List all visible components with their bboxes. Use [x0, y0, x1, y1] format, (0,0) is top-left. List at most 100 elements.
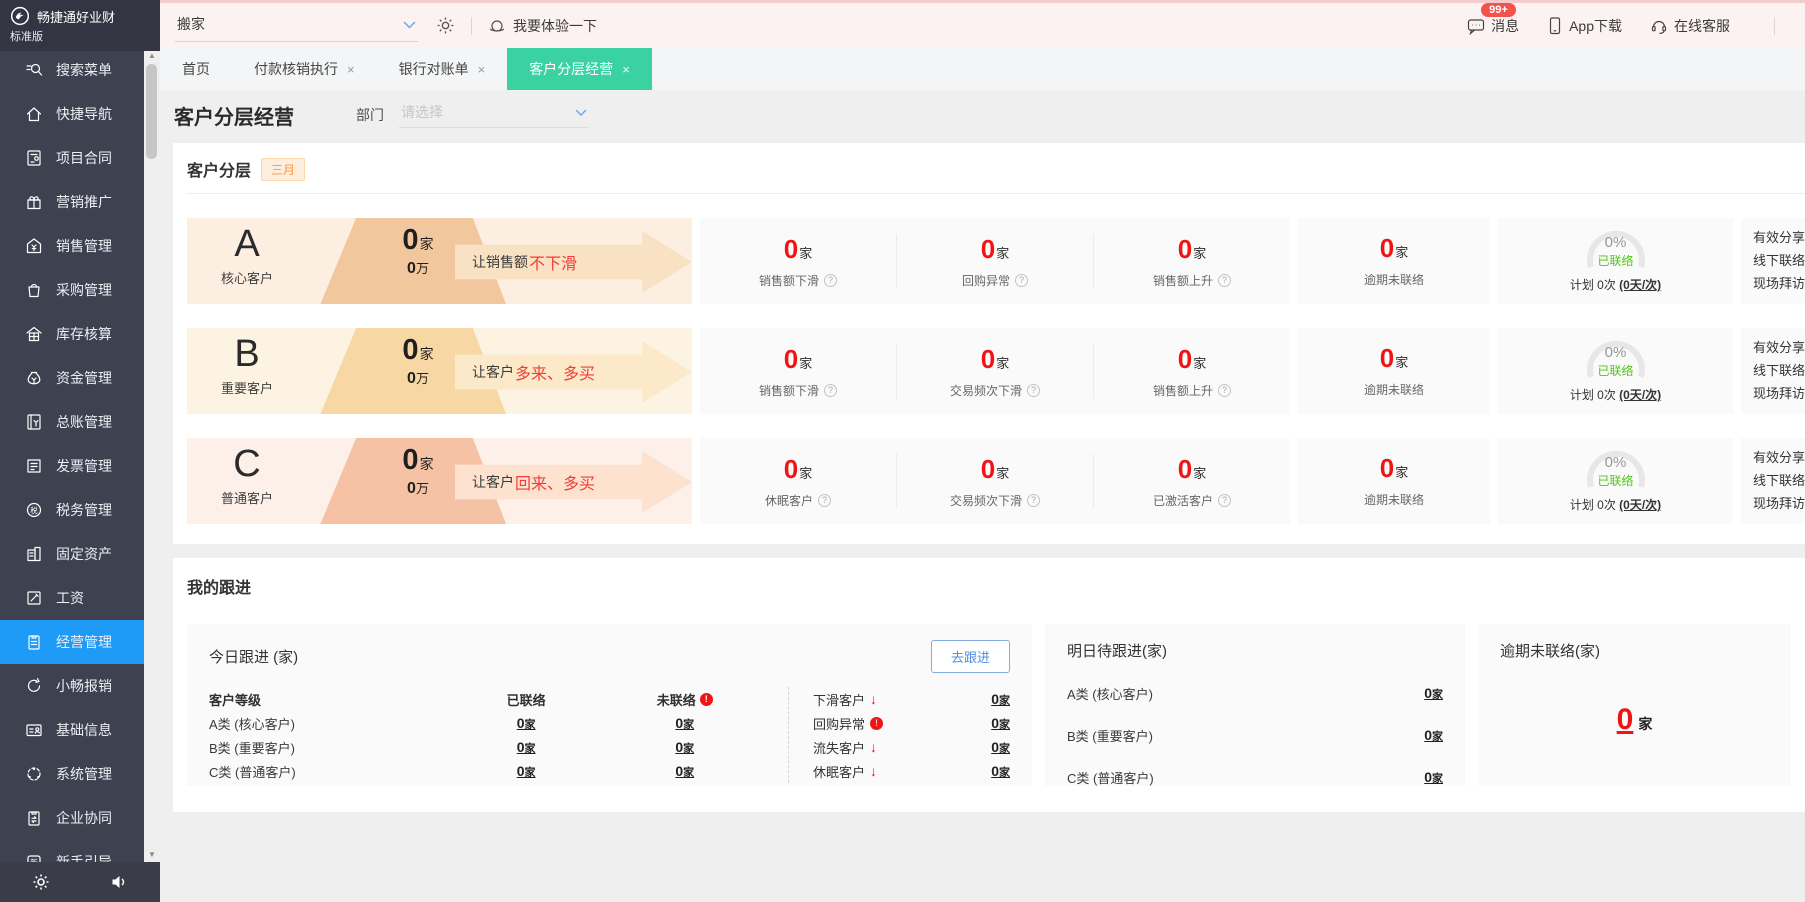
stat-item[interactable]: 0家 回购异常 — [896, 233, 1093, 289]
message-icon — [1467, 17, 1485, 35]
overdue-block[interactable]: 0家 逾期未联络 — [1298, 328, 1490, 414]
sidebar-item-search-menu[interactable]: 搜索菜单 — [0, 48, 144, 92]
stat-item[interactable]: 0家 销售额下滑 — [700, 234, 896, 289]
tax-icon: 税 — [25, 501, 43, 519]
help-icon[interactable] — [1027, 383, 1040, 397]
segment-letter: C — [233, 443, 261, 485]
help-icon[interactable] — [1015, 273, 1028, 287]
alert-list: 下滑客户↓0家 回购异常0家 流失客户↓0家 休眠客户↓0家 — [813, 687, 1010, 783]
uncontacted-value[interactable]: 0家 — [675, 738, 695, 755]
contacted-value[interactable]: 0家 — [516, 738, 536, 755]
sidebar-item-newbie-guide[interactable]: 新新手引导 — [0, 840, 144, 862]
overdue-block[interactable]: 0家 逾期未联络 — [1298, 218, 1490, 304]
app-download-button[interactable]: App下载 — [1547, 16, 1622, 36]
list-item: 回购异常0家 — [813, 712, 1010, 734]
chevron-down-icon — [575, 109, 587, 116]
followup-title: 我的跟进 — [187, 580, 252, 597]
sidebar-item-fixed-assets[interactable]: 固定资产 — [0, 532, 144, 576]
svg-text:税: 税 — [30, 505, 38, 515]
tomorrow-value[interactable]: 0家 — [1424, 727, 1443, 743]
share-lines: 有效分享 ( 线下联络 ( 现场拜访 ( — [1741, 218, 1805, 304]
sidebar-item-marketing[interactable]: 营销推广 — [0, 180, 144, 224]
planet-icon — [488, 17, 506, 35]
home-icon — [25, 105, 43, 123]
sidebar-item-enterprise-collab[interactable]: 企业协同 — [0, 796, 144, 840]
sidebar-scrollbar[interactable] — [144, 48, 160, 862]
go-follow-button[interactable]: 去跟进 — [930, 640, 1010, 673]
sidebar-item-purchase-mgmt[interactable]: 采购管理 — [0, 268, 144, 312]
gauge-plan: 计划 0次 (0天/次) — [1569, 388, 1662, 402]
funnel-block: A 核心客户 0家 0万 让销售额 不下滑 — [187, 218, 692, 304]
list-item: A类 (核心客户) 0家 — [1067, 685, 1443, 702]
sidebar-item-project-contract[interactable]: 项目合同 — [0, 136, 144, 180]
list-item: 休眠客户 ↓ 0家 — [813, 762, 1010, 780]
overdue-block[interactable]: 0家 逾期未联络 — [1298, 438, 1490, 524]
sidebar-item-tax-mgmt[interactable]: 税税务管理 — [0, 488, 144, 532]
close-icon[interactable]: × — [622, 61, 630, 77]
stat-item[interactable]: 0家 已激活客户 — [1093, 453, 1290, 509]
volume-icon[interactable] — [110, 873, 128, 891]
scrollbar-thumb[interactable] — [146, 64, 157, 159]
sidebar-item-general-ledger[interactable]: 总账管理 — [0, 400, 144, 444]
alert-value[interactable]: 0家 — [991, 690, 1010, 707]
stat-item[interactable]: 0家 休眠客户 — [700, 454, 896, 509]
alert-value[interactable]: 0家 — [991, 738, 1010, 755]
stat-item[interactable]: 0家 交易频次下滑 — [896, 343, 1093, 399]
table-row: C类 (普通客户) 0家 0家 — [209, 762, 695, 780]
account-select[interactable]: 搬家 — [175, 10, 418, 42]
close-icon[interactable]: × — [347, 61, 355, 77]
sidebar-item-quick-nav[interactable]: 快捷导航 — [0, 92, 144, 136]
help-icon[interactable] — [818, 493, 831, 507]
help-icon[interactable] — [1027, 493, 1040, 507]
contacted-value[interactable]: 0家 — [516, 714, 536, 731]
tab-bank-statement[interactable]: 银行对账单 × — [398, 61, 486, 77]
sidebar-item-system-mgmt[interactable]: 系统管理 — [0, 752, 144, 796]
stat-item[interactable]: 0家 销售额上升 — [1093, 343, 1290, 399]
sidebar-item-operations-mgmt[interactable]: 经营管理 — [0, 620, 144, 664]
online-service-button[interactable]: 在线客服 — [1650, 16, 1730, 36]
help-icon[interactable] — [824, 383, 837, 397]
sidebar-item-invoice-mgmt[interactable]: 发票管理 — [0, 444, 144, 488]
alert-value[interactable]: 0家 — [991, 714, 1010, 731]
contacted-value[interactable]: 0家 — [516, 762, 536, 779]
sidebar-item-payroll[interactable]: 工资 — [0, 576, 144, 620]
stat-item[interactable]: 0家 交易频次下滑 — [896, 453, 1093, 509]
help-icon[interactable] — [824, 273, 837, 287]
sidebar-item-sales-mgmt[interactable]: 销售管理 — [0, 224, 144, 268]
help-icon[interactable] — [1218, 383, 1231, 397]
id-card-icon — [25, 721, 43, 739]
settings-gear-icon[interactable] — [436, 16, 455, 35]
help-icon[interactable] — [1218, 493, 1231, 507]
uncontacted-value[interactable]: 0家 — [675, 714, 695, 731]
contract-icon — [25, 149, 43, 167]
tab-home[interactable]: 首页 — [182, 61, 210, 77]
col-uncontacted: 未联络 — [656, 692, 696, 708]
segment-counts: 0家 0万 — [402, 444, 434, 497]
dept-select[interactable]: 请选择 — [399, 102, 589, 128]
messages-button[interactable]: 99+ 消息 — [1467, 2, 1519, 36]
today-title: 今日跟进 (家) — [209, 649, 299, 666]
uncontacted-value[interactable]: 0家 — [675, 762, 695, 779]
segment-letter: B — [234, 333, 260, 375]
tab-payment-writeoff[interactable]: 付款核销执行 × — [254, 61, 355, 77]
chevron-down-icon — [403, 20, 416, 29]
help-icon[interactable] — [1218, 273, 1231, 287]
down-arrow-icon: ↓ — [870, 739, 878, 755]
close-icon[interactable]: × — [477, 61, 486, 77]
sidebar-item-funds-mgmt[interactable]: 资金管理 — [0, 356, 144, 400]
alert-value[interactable]: 0家 — [991, 762, 1010, 779]
tab-customer-segment[interactable]: 客户分层经营 × — [507, 48, 652, 90]
sidebar-item-inventory[interactable]: 库存核算 — [0, 312, 144, 356]
stat-item[interactable]: 0家 销售额上升 — [1093, 233, 1290, 289]
sidebar-item-reimburse[interactable]: 小畅报销 — [0, 664, 144, 708]
segment-type: 重要客户 — [220, 381, 273, 396]
tomorrow-value[interactable]: 0家 — [1424, 769, 1443, 785]
gear-icon[interactable] — [32, 873, 50, 891]
divider — [471, 16, 472, 35]
sidebar-item-basic-info[interactable]: 基础信息 — [0, 708, 144, 752]
stat-item[interactable]: 0家 销售额下滑 — [700, 344, 896, 399]
tomorrow-value[interactable]: 0家 — [1424, 685, 1443, 701]
experience-button[interactable]: 我要体验一下 — [488, 16, 597, 36]
